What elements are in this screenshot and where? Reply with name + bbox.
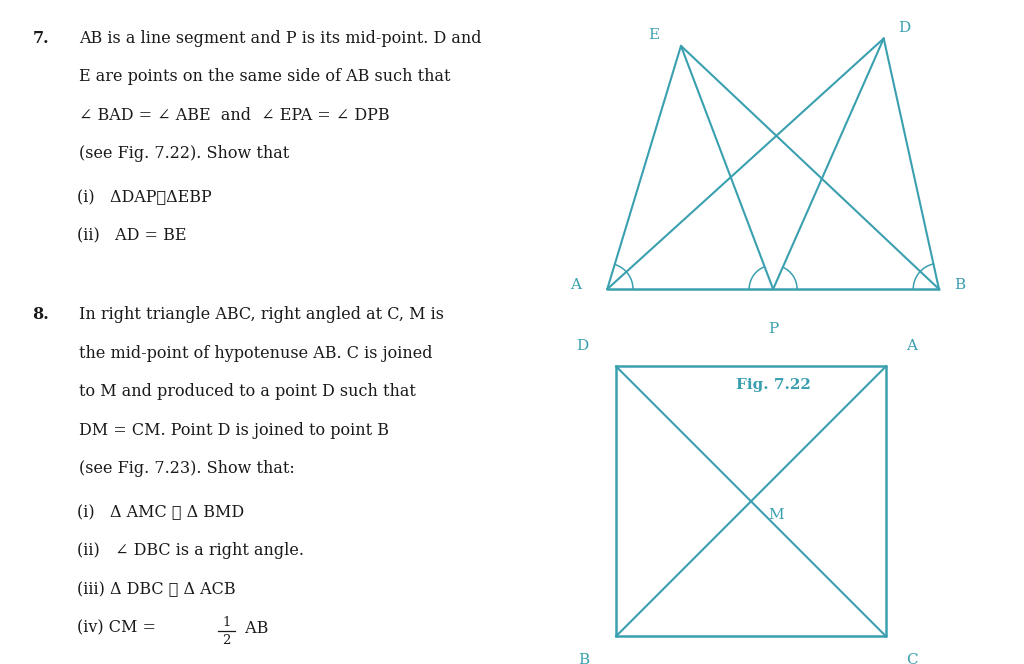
Text: B: B (578, 653, 589, 664)
Text: AB is a line segment and P is its mid-point. D and: AB is a line segment and P is its mid-po… (80, 30, 482, 47)
Text: 1: 1 (222, 616, 230, 629)
Text: (ii)   ∠ DBC is a right angle.: (ii) ∠ DBC is a right angle. (77, 542, 303, 560)
Text: the mid-point of hypotenuse AB. C is joined: the mid-point of hypotenuse AB. C is joi… (80, 345, 433, 362)
Text: 7.: 7. (33, 30, 49, 47)
Text: B: B (953, 278, 965, 292)
Text: D: D (898, 21, 910, 35)
Text: D: D (577, 339, 589, 353)
Text: M: M (768, 508, 783, 522)
Text: to M and produced to a point D such that: to M and produced to a point D such that (80, 383, 417, 400)
Text: E: E (648, 28, 658, 42)
Text: In right triangle ABC, right angled at C, M is: In right triangle ABC, right angled at C… (80, 306, 444, 323)
Text: C: C (906, 653, 919, 664)
Text: Fig. 7.22: Fig. 7.22 (735, 378, 811, 392)
Text: (see Fig. 7.22). Show that: (see Fig. 7.22). Show that (80, 145, 290, 163)
Text: AB: AB (241, 620, 268, 637)
Text: E are points on the same side of AB such that: E are points on the same side of AB such… (80, 68, 451, 86)
Text: (i)   Δ AMC ≅ Δ BMD: (i) Δ AMC ≅ Δ BMD (77, 504, 244, 521)
Text: (iii) Δ DBC ≅ Δ ACB: (iii) Δ DBC ≅ Δ ACB (77, 581, 236, 598)
Text: (iv) CM =: (iv) CM = (77, 620, 161, 637)
Text: (i)   ΔDAP≅ΔEBP: (i) ΔDAP≅ΔEBP (77, 189, 211, 207)
Text: 2: 2 (222, 634, 230, 647)
Text: A: A (906, 339, 918, 353)
Text: 8.: 8. (33, 306, 49, 323)
Text: P: P (768, 322, 778, 337)
Text: ∠ BAD = ∠ ABE  and  ∠ EPA = ∠ DPB: ∠ BAD = ∠ ABE and ∠ EPA = ∠ DPB (80, 107, 390, 124)
Text: (see Fig. 7.23). Show that:: (see Fig. 7.23). Show that: (80, 460, 295, 477)
Text: DM = CM. Point D is joined to point B: DM = CM. Point D is joined to point B (80, 422, 389, 439)
Text: A: A (570, 278, 582, 292)
Text: (ii)   AD = BE: (ii) AD = BE (77, 228, 186, 245)
